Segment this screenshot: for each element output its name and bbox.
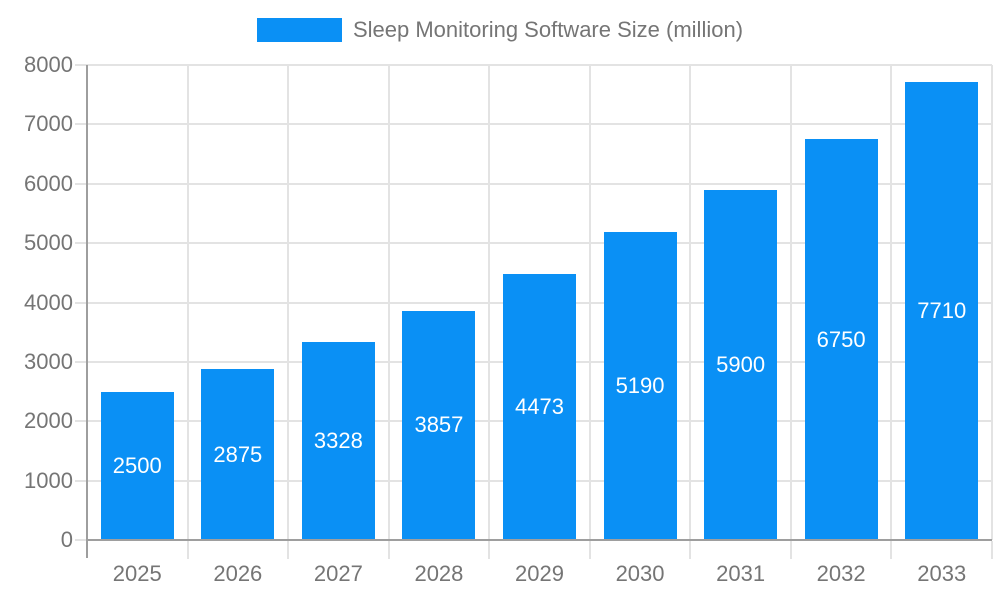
x-axis-tick	[287, 541, 290, 559]
bar-value-label: 3857	[414, 412, 464, 438]
y-axis-label: 1000	[24, 467, 73, 493]
bar-value-label: 3328	[313, 428, 363, 454]
x-axis-tick	[387, 541, 390, 559]
bar-value-label: 7710	[917, 298, 967, 324]
bar-value-label: 2875	[213, 441, 263, 467]
y-axis-label: 6000	[24, 170, 73, 196]
bar-value-label: 4473	[515, 394, 564, 420]
y-axis-tick	[75, 539, 87, 541]
y-axis-tick	[75, 360, 87, 363]
x-axis-label: 2025	[112, 561, 162, 586]
legend-swatch	[256, 18, 342, 42]
y-gridline	[87, 182, 992, 185]
bar-2033[interactable]	[905, 82, 979, 540]
y-gridline	[87, 64, 992, 66]
y-gridline	[87, 123, 992, 126]
x-axis-tick	[488, 541, 491, 559]
bar-2032[interactable]	[804, 139, 878, 540]
y-axis-label: 0	[60, 527, 73, 552]
bar-2028[interactable]	[402, 310, 476, 540]
y-axis-tick	[75, 242, 87, 245]
bar-2026[interactable]	[201, 369, 275, 540]
x-gridline	[789, 65, 792, 540]
legend-item[interactable]: Sleep Monitoring Software Size (million)	[256, 17, 744, 42]
x-axis-tick	[689, 541, 692, 559]
y-axis-label: 2000	[24, 408, 73, 434]
x-gridline	[287, 65, 290, 540]
x-axis-tick	[890, 541, 893, 559]
x-gridline	[186, 65, 189, 540]
y-axis-label: 8000	[24, 52, 73, 77]
bar-value-label: 5900	[716, 351, 766, 377]
x-gridline	[890, 65, 893, 540]
bar-2030[interactable]	[603, 231, 677, 540]
x-axis-label: 2028	[414, 561, 464, 586]
legend-label: Sleep Monitoring Software Size (million)	[352, 17, 744, 42]
x-axis-label: 2031	[716, 561, 766, 586]
y-axis-label: 7000	[24, 111, 73, 137]
y-axis-tick	[75, 420, 87, 423]
y-axis-tick	[75, 182, 87, 185]
bar-value-label: 5190	[615, 372, 665, 398]
bar-2029[interactable]	[503, 274, 576, 540]
legend: Sleep Monitoring Software Size (million)	[0, 18, 1000, 42]
y-axis-tick	[75, 479, 87, 482]
y-axis-tick	[75, 123, 87, 126]
y-axis-label: 4000	[24, 289, 73, 315]
x-axis-label: 2032	[816, 561, 866, 586]
bar-2027[interactable]	[301, 342, 375, 540]
x-axis-label: 2030	[615, 561, 665, 586]
x-axis-label: 2026	[213, 561, 263, 586]
y-axis-tick	[75, 64, 87, 66]
x-gridline	[588, 65, 591, 540]
y-axis-label: 5000	[24, 230, 73, 256]
y-axis-label: 3000	[24, 348, 73, 374]
x-gridline	[488, 65, 491, 540]
y-axis-tick	[75, 301, 87, 304]
x-axis-tick	[588, 541, 591, 559]
x-axis-label: 2033	[917, 561, 967, 586]
x-axis-tick	[186, 541, 189, 559]
bar-2025[interactable]	[100, 391, 174, 540]
bar-value-label: 6750	[816, 326, 866, 352]
x-axis-label: 2027	[313, 561, 363, 586]
x-gridline	[991, 65, 993, 540]
x-gridline	[689, 65, 692, 540]
bar-value-label: 2500	[112, 452, 162, 478]
x-axis-tick	[789, 541, 792, 559]
x-axis-tick	[991, 541, 993, 559]
y-gridline	[87, 242, 992, 245]
x-gridline	[387, 65, 390, 540]
y-axis-line	[86, 65, 88, 558]
x-axis-label: 2029	[515, 561, 564, 586]
x-axis-line	[87, 539, 992, 541]
bar-2031[interactable]	[704, 189, 778, 540]
